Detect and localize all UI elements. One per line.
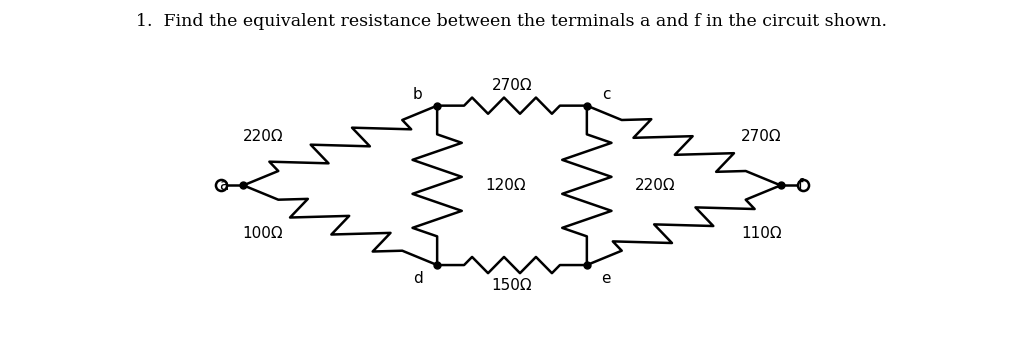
Text: 1.  Find the equivalent resistance between the terminals a and f in the circuit : 1. Find the equivalent resistance betwee… — [136, 13, 888, 30]
Text: f: f — [798, 178, 803, 193]
Text: e: e — [601, 272, 611, 286]
Text: 120Ω: 120Ω — [485, 178, 526, 193]
Text: 100Ω: 100Ω — [243, 226, 283, 241]
Text: 110Ω: 110Ω — [741, 226, 781, 241]
Text: c: c — [602, 87, 610, 102]
Text: a: a — [219, 178, 228, 193]
Text: 270Ω: 270Ω — [741, 129, 781, 144]
Text: d: d — [413, 272, 423, 286]
Text: b: b — [413, 87, 423, 102]
Text: 220Ω: 220Ω — [243, 129, 283, 144]
Text: 270Ω: 270Ω — [492, 78, 532, 93]
Text: 150Ω: 150Ω — [492, 278, 532, 293]
Text: 220Ω: 220Ω — [635, 178, 676, 193]
